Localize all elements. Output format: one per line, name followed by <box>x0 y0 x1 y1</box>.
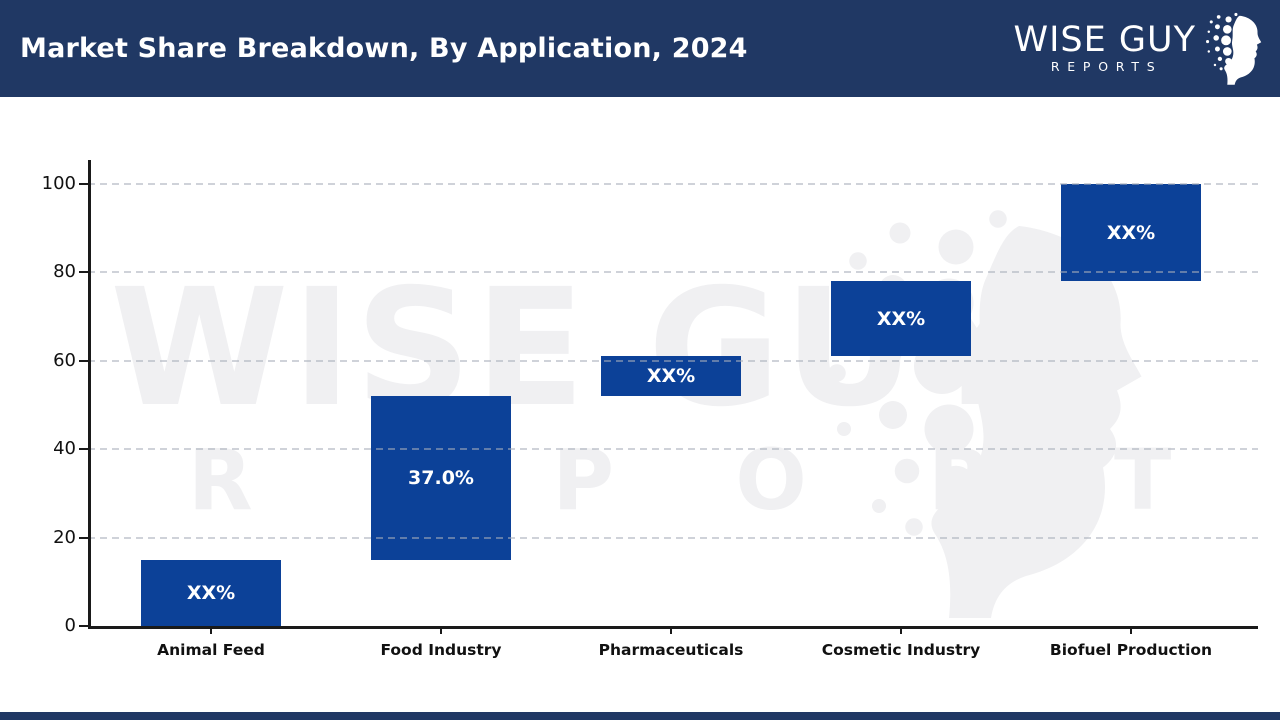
y-axis-line <box>88 160 91 628</box>
bar-value-label: 37.0% <box>408 466 474 489</box>
category-label: Biofuel Production <box>1049 641 1213 659</box>
bar-value-label: XX% <box>186 581 236 604</box>
category-label: Food Industry <box>380 641 502 659</box>
logo-subtext: REPORTS <box>1050 59 1163 75</box>
header-bar: Market Share Breakdown, By Application, … <box>0 0 1280 97</box>
chart-title: Market Share Breakdown, By Application, … <box>20 33 748 64</box>
bar-pharmaceuticals: XX% <box>601 356 741 397</box>
category-label: Pharmaceuticals <box>598 641 744 659</box>
x-axis-line <box>88 626 1258 629</box>
category-label: Cosmetic Industry <box>821 641 981 659</box>
x-tick <box>210 626 212 634</box>
y-tick <box>79 359 88 362</box>
wiseguy-logo: WISE GUY REPORTS <box>1013 12 1280 86</box>
y-tick <box>79 625 88 627</box>
x-tick <box>670 626 672 634</box>
y-tick-label: 80 <box>53 261 76 283</box>
gridline <box>88 448 1258 451</box>
logo-wordmark: WISE GUY <box>1013 20 1196 61</box>
bar-value-label: XX% <box>646 365 696 388</box>
bar-value-label: XX% <box>1106 221 1156 244</box>
y-tick-label: 40 <box>53 438 76 460</box>
x-tick <box>1130 626 1132 634</box>
bar-value-label: XX% <box>876 307 926 330</box>
y-tick <box>79 271 88 274</box>
bar-biofuel-production: XX% <box>1061 184 1201 282</box>
bar-food-industry: 37.0% <box>371 396 511 560</box>
y-tick-label: 60 <box>53 349 76 371</box>
category-label: Animal Feed <box>157 641 265 659</box>
y-tick <box>79 183 88 185</box>
x-tick <box>900 626 902 634</box>
gridline <box>88 183 1258 185</box>
x-tick <box>440 626 442 634</box>
y-tick <box>79 536 88 539</box>
y-tick <box>79 448 88 451</box>
y-tick-label: 100 <box>41 173 76 194</box>
y-tick-label: 20 <box>53 526 76 548</box>
gridline <box>88 536 1258 539</box>
gridline <box>88 271 1258 274</box>
bar-cosmetic-industry: XX% <box>831 281 971 357</box>
gridline <box>88 359 1258 362</box>
y-tick-label: 0 <box>64 615 76 636</box>
wiseguy-face-icon <box>1206 12 1262 85</box>
logo-text: WISE GUY REPORTS <box>1013 23 1196 74</box>
bar-animal-feed: XX% <box>141 559 281 626</box>
footer-bar <box>0 712 1280 720</box>
